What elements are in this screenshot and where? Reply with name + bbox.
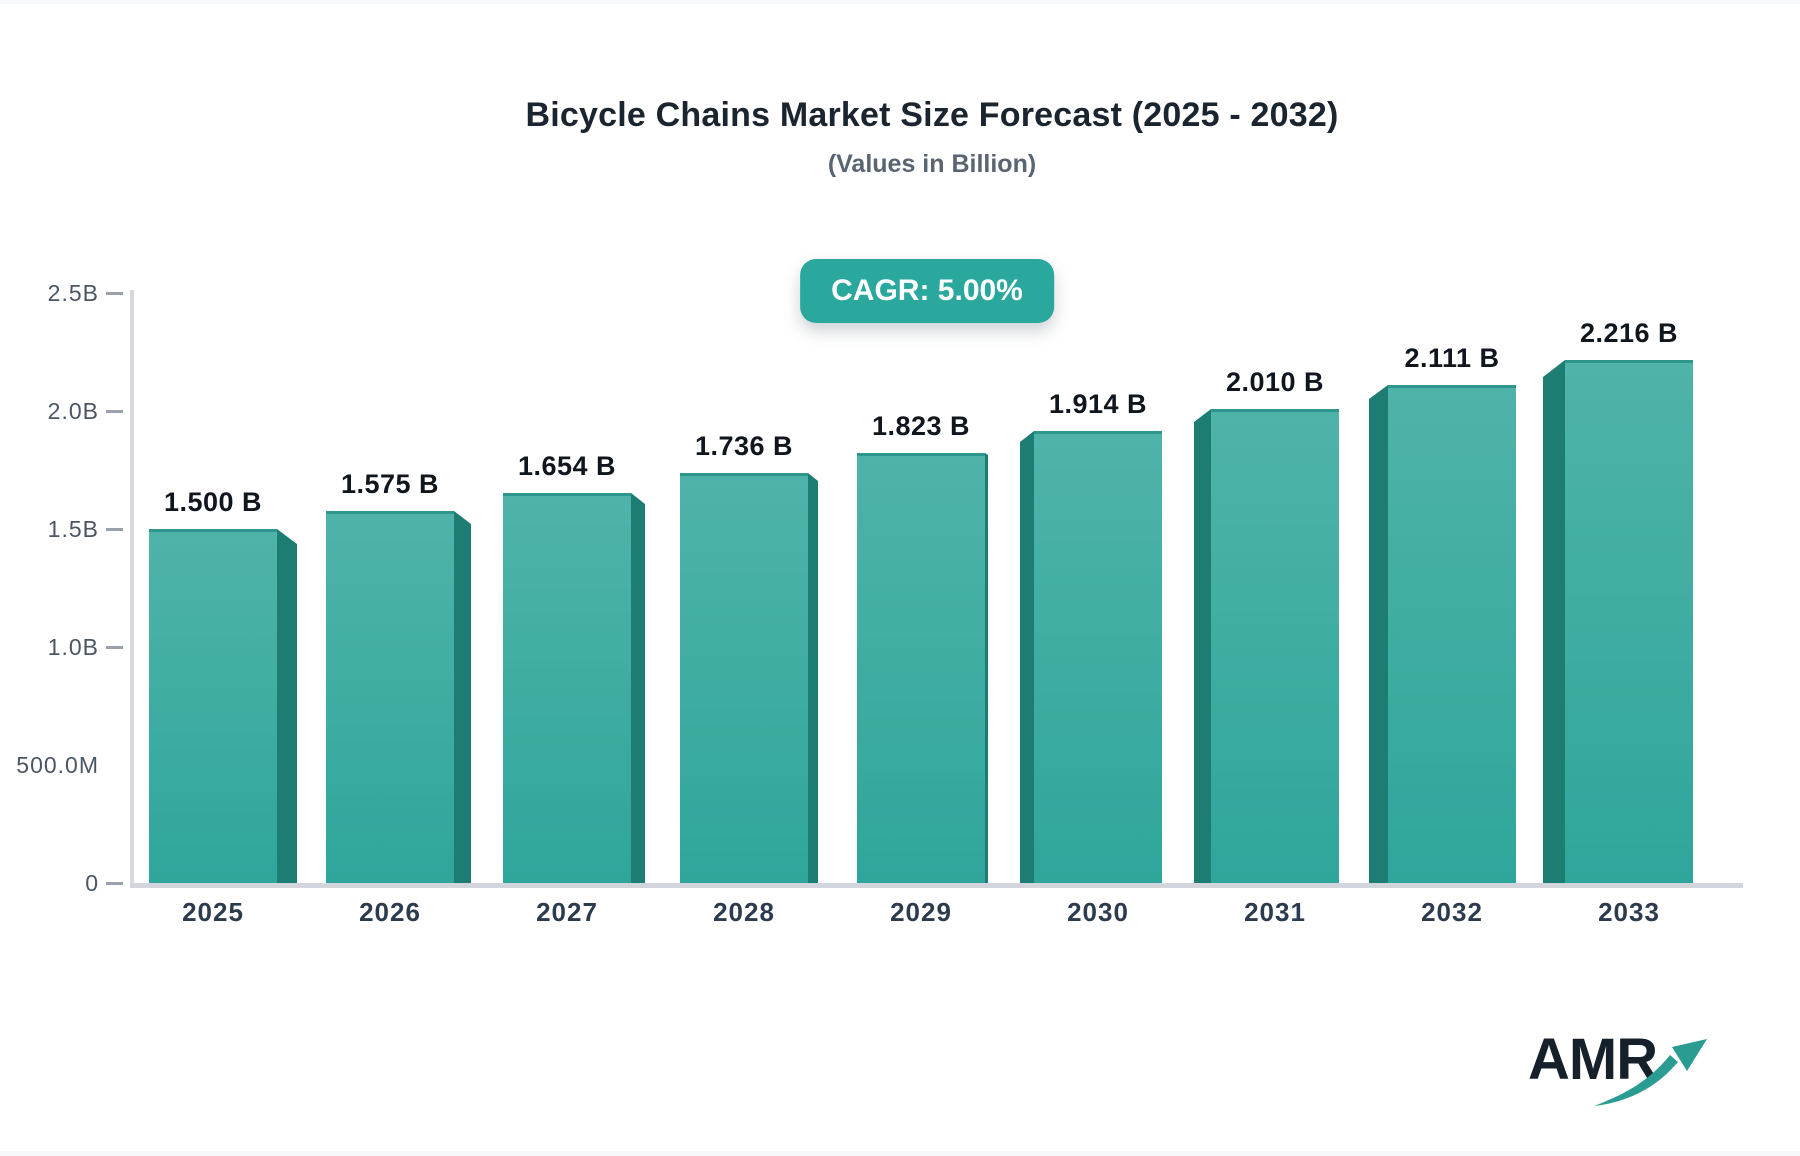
y-axis-label: 2.0B [47,398,99,424]
x-axis-label: 2028 [713,897,775,927]
bar-value-label: 1.823 B [871,411,971,441]
bar-side-face [1543,360,1565,883]
bar-value-label: 1.736 B [694,431,794,461]
y-axis-tick [106,646,123,649]
x-axis-label: 2029 [890,897,952,927]
bar-value-label: 2.010 B [1225,367,1325,397]
x-axis-label: 2026 [359,897,421,927]
y-axis-line [130,290,134,888]
top-edge-strip [0,0,1800,4]
bar-2026[interactable] [326,511,454,883]
bar-side-face [454,511,471,883]
cagr-badge: CAGR: 5.00% [800,259,1054,323]
bar-2029[interactable] [857,453,985,883]
bar-value-label: 1.575 B [340,469,440,499]
chart-subtitle: (Values in Billion) [827,150,1037,178]
bar-value-label: 1.654 B [517,451,617,481]
bar-2025[interactable] [149,529,277,883]
bar-value-label: 1.914 B [1048,389,1148,419]
bar-2028[interactable] [680,473,808,883]
x-axis-label: 2025 [182,897,244,927]
bar-2027[interactable] [503,493,631,883]
bar-value-label: 2.111 B [1404,343,1500,373]
bar-side-face [277,529,297,883]
bar-side-face [985,453,988,883]
y-axis-label: 1.5B [47,516,99,542]
x-axis-line [130,883,1743,888]
amr-logo: AMR [1528,1026,1728,1116]
y-axis-label: 2.5B [47,280,99,306]
bar-2032[interactable] [1388,385,1516,883]
y-axis-tick [106,882,123,885]
bar-2030[interactable] [1034,431,1162,883]
bar-value-label: 2.216 B [1579,318,1679,348]
growth-arrow-icon [1594,1039,1707,1106]
y-axis-tick [106,292,123,295]
bar-side-face [1369,385,1388,883]
amr-logo-text: AMR [1528,1027,1658,1092]
bar-value-label: 1.500 B [163,487,263,517]
x-axis-label: 2027 [536,897,598,927]
y-axis-label: 0 [85,870,99,896]
bar-side-face [631,493,645,883]
y-axis-tick [106,410,123,413]
bottom-edge-strip [0,1151,1800,1156]
bar-2033[interactable] [1565,360,1693,883]
bar-side-face [1020,431,1034,883]
y-axis-tick [106,528,123,531]
x-axis-label: 2031 [1244,897,1306,927]
bar-2031[interactable] [1211,409,1339,883]
bar-side-face [1194,409,1211,883]
y-axis-label: 500.0M [16,752,99,778]
chart-title: Bicycle Chains Market Size Forecast (202… [525,96,1339,134]
x-axis-label: 2032 [1421,897,1483,927]
bar-side-face [808,473,818,883]
x-axis-label: 2033 [1598,897,1660,927]
y-axis-label: 1.0B [47,634,99,660]
x-axis-label: 2030 [1067,897,1129,927]
